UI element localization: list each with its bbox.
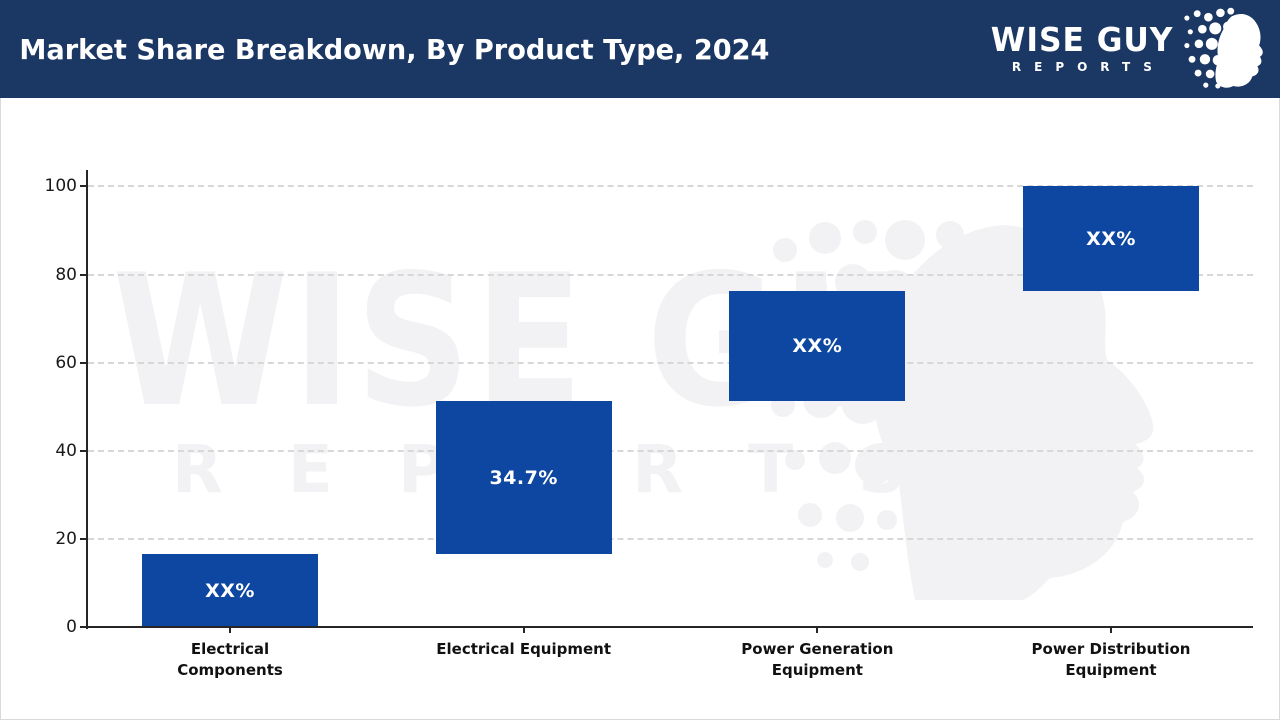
bar-value-label: XX% bbox=[792, 335, 843, 358]
y-axis-tick bbox=[80, 273, 87, 276]
bar: 34.7% bbox=[435, 401, 612, 555]
x-axis-line bbox=[86, 626, 1253, 628]
x-axis-category-label: Power Generation Equipment bbox=[741, 640, 894, 679]
page-title: Market Share Breakdown, By Product Type,… bbox=[19, 32, 770, 66]
gridline bbox=[88, 361, 1253, 364]
y-axis-tick bbox=[80, 361, 87, 364]
y-axis-tick-label: 80 bbox=[55, 264, 77, 285]
bar: XX% bbox=[1023, 186, 1199, 292]
bar-value-label: 34.7% bbox=[489, 466, 558, 489]
logo-wordmark: WISE GUY REPORTS bbox=[986, 23, 1178, 75]
y-axis-tick bbox=[80, 537, 87, 540]
gridline bbox=[88, 537, 1253, 540]
logo-primary-text: WISE GUY bbox=[990, 20, 1174, 59]
y-axis-tick-label: 60 bbox=[55, 352, 77, 373]
x-axis-tick bbox=[1110, 628, 1112, 633]
y-axis-tick-label: 100 bbox=[44, 176, 77, 197]
header: Market Share Breakdown, By Product Type,… bbox=[0, 0, 1280, 98]
wise-guy-logo: WISE GUY REPORTS bbox=[986, 6, 1280, 92]
x-axis-category-label: Power Distribution Equipment bbox=[1031, 640, 1191, 679]
bar: XX% bbox=[142, 554, 318, 627]
logo-head-icon bbox=[1184, 7, 1263, 89]
gridline bbox=[88, 185, 1253, 188]
bar-value-label: XX% bbox=[205, 579, 255, 602]
y-axis-tick bbox=[80, 185, 87, 188]
gridline bbox=[88, 273, 1253, 276]
x-axis-category-label: Electrical Equipment bbox=[436, 640, 612, 658]
logo-secondary-text: REPORTS bbox=[1011, 60, 1165, 74]
x-axis-tick bbox=[816, 628, 819, 633]
y-axis-tick bbox=[80, 626, 87, 628]
bar-value-label: XX% bbox=[1086, 227, 1136, 250]
bar: XX% bbox=[729, 291, 906, 402]
x-axis-category-label: Electrical Components bbox=[177, 640, 283, 679]
gridline bbox=[88, 449, 1253, 452]
y-axis-tick-label: 0 bbox=[66, 617, 77, 637]
x-axis-tick bbox=[522, 628, 525, 633]
y-axis-tick-label: 20 bbox=[55, 528, 77, 549]
y-axis-line bbox=[86, 170, 88, 629]
x-axis-tick bbox=[229, 628, 231, 633]
y-axis-tick-label: 40 bbox=[55, 440, 77, 461]
y-axis-tick bbox=[80, 449, 87, 452]
